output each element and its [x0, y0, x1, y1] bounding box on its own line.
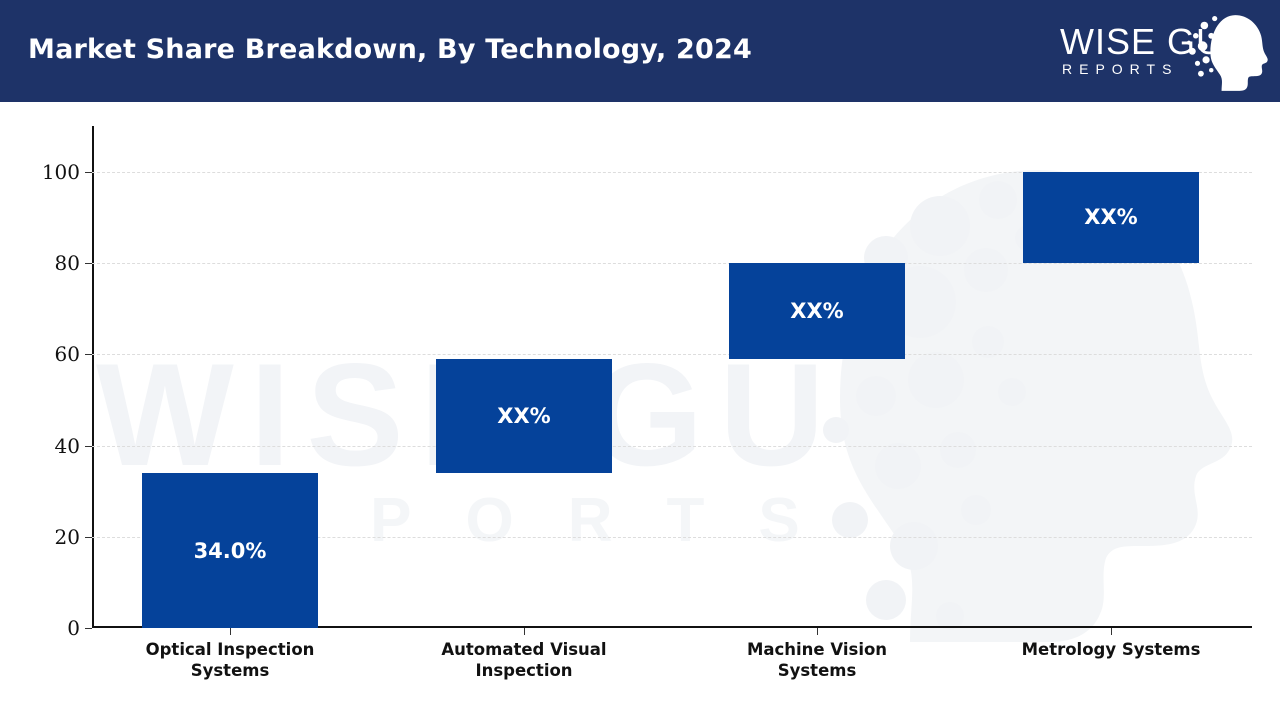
y-tick-label-100: 100: [41, 159, 80, 184]
bar-machine-vision-systems[interactable]: XX%: [729, 262, 905, 359]
dotted-head-icon: [1186, 15, 1268, 91]
x-label-line-1: Metrology Systems: [1021, 640, 1201, 659]
x-label-line-2: Systems: [777, 660, 857, 680]
x-tick-label-automated-visual-inspection: Automated Visual Inspection: [404, 640, 644, 681]
bar-optical-inspection-systems[interactable]: 34.0%: [142, 473, 318, 628]
gridline-20: [92, 536, 1252, 538]
x-tick-mark-2: [817, 628, 818, 635]
x-label-line-2: Inspection: [475, 660, 573, 680]
y-tick-label-0: 0: [67, 616, 80, 640]
x-tick-label-metrology-systems: Metrology Systems: [991, 640, 1231, 661]
x-label-line-1: Automated Visual: [441, 640, 607, 659]
gridline-40: [92, 445, 1252, 447]
y-tick-label-20: 20: [54, 524, 80, 549]
y-tick-mark-20: [85, 536, 92, 538]
bar-label-machine-vision-systems: XX%: [790, 298, 844, 323]
bar-automated-visual-inspection[interactable]: XX%: [436, 358, 612, 473]
page-title: Market Share Breakdown, By Technology, 2…: [28, 34, 753, 65]
y-tick-mark-40: [85, 445, 92, 447]
y-tick-mark-100: [85, 171, 92, 173]
y-tick-mark-0: [85, 628, 92, 629]
page-header: Market Share Breakdown, By Technology, 2…: [0, 0, 1280, 102]
logo-subtext: REPORTS: [1062, 61, 1179, 77]
bar-metrology-systems[interactable]: XX%: [1023, 171, 1199, 263]
plot-area: 100 80 60 40 20 0 34.0% Optical Inspecti…: [42, 126, 1252, 680]
x-tick-mark-1: [524, 628, 525, 635]
y-tick-label-60: 60: [54, 342, 80, 367]
wise-guy-reports-logo: WISE GUY REPORTS: [1014, 8, 1272, 96]
chart-canvas: WISE GUY REPORTS: [0, 102, 1280, 720]
x-label-line-2: Systems: [190, 660, 270, 680]
x-tick-label-optical-inspection-systems: Optical Inspection Systems: [110, 640, 350, 681]
x-label-line-1: Optical Inspection: [145, 640, 315, 659]
gridline-80: [92, 262, 1252, 264]
y-tick-label-40: 40: [54, 433, 80, 458]
x-label-line-1: Machine Vision: [746, 640, 888, 659]
y-axis-spine: [92, 126, 94, 628]
x-tick-mark-0: [230, 628, 231, 635]
y-tick-label-80: 80: [54, 250, 80, 275]
bar-label-automated-visual-inspection: XX%: [497, 403, 551, 428]
bar-label-metrology-systems: XX%: [1084, 205, 1138, 230]
y-tick-mark-80: [85, 262, 92, 264]
bar-label-optical-inspection-systems: 34.0%: [193, 538, 267, 563]
gridline-60: [92, 354, 1252, 356]
x-axis-spine: [92, 626, 1252, 628]
gridline-100: [92, 171, 1252, 173]
x-tick-label-machine-vision-systems: Machine Vision Systems: [697, 640, 937, 681]
y-tick-mark-60: [85, 354, 92, 356]
x-tick-mark-3: [1111, 628, 1112, 635]
